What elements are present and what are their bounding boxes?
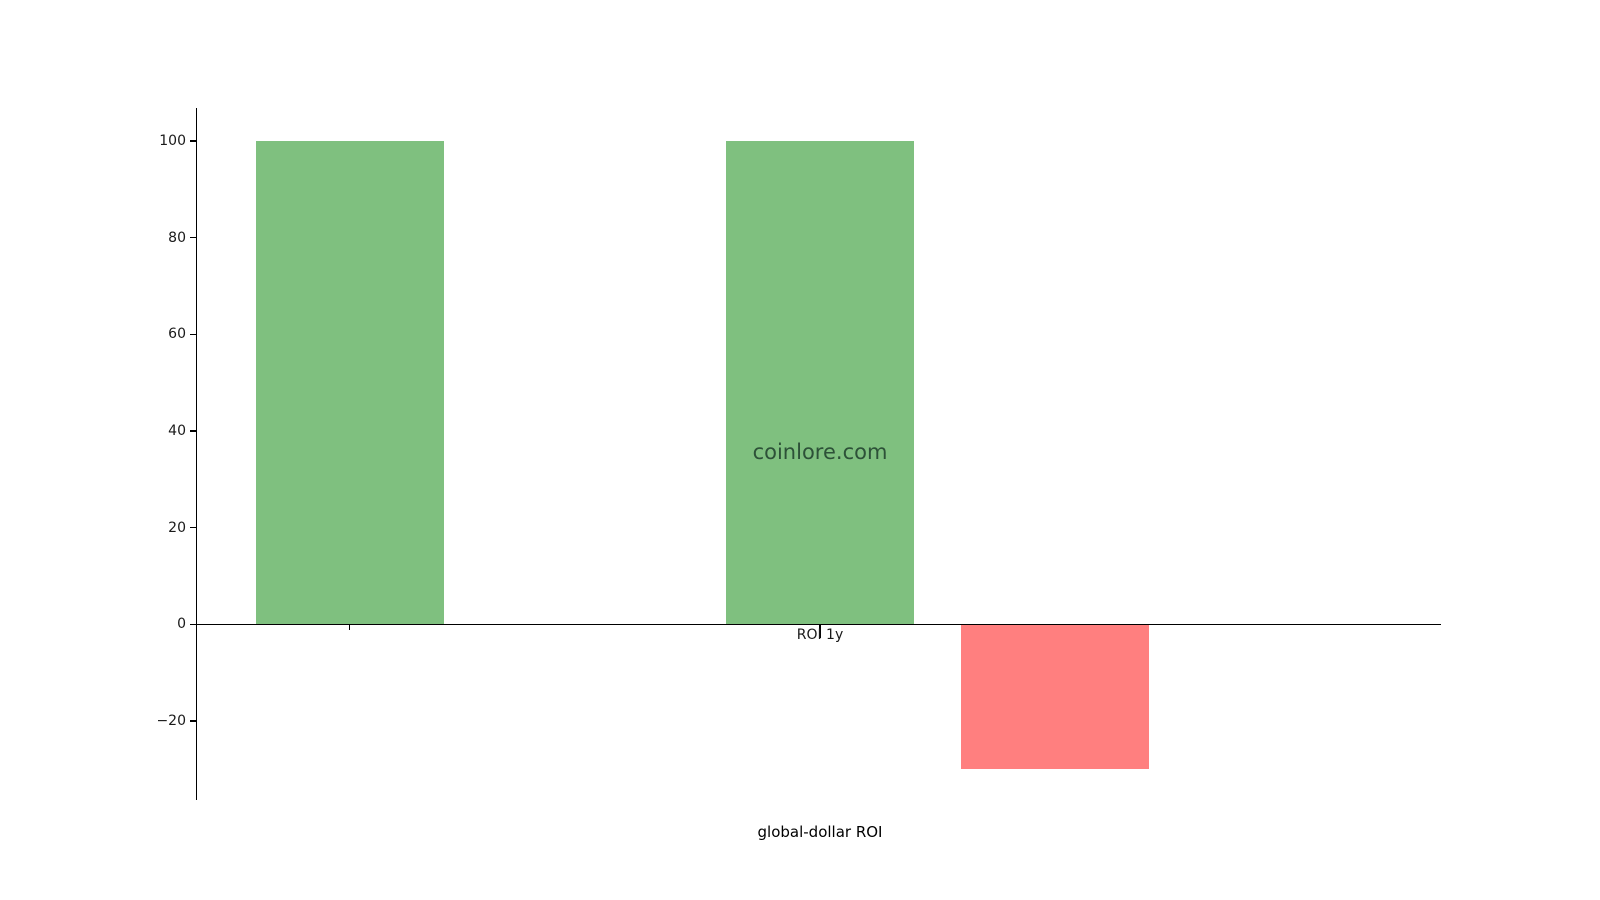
y-tick [190,140,197,142]
watermark-text: coinlore.com [752,440,888,464]
x-tick-label: ROI 1y [796,627,844,644]
x-tick [819,624,821,639]
y-axis-spine [196,108,198,800]
y-tick [190,527,197,529]
y-tick [190,237,197,239]
y-tick-label: 100 [159,133,186,149]
y-tick-label: 80 [168,229,186,246]
y-tick [190,430,197,432]
bar [726,141,914,625]
y-tick-label: 60 [168,326,186,343]
y-tick-label: 0 [177,616,186,633]
y-tick-label: −20 [156,712,186,729]
y-tick [190,623,197,625]
x-axis-title: global-dollar ROI [757,823,883,841]
y-tick [190,720,197,722]
x-tick [348,624,351,631]
y-tick-label: 40 [168,422,186,439]
bar [961,624,1150,770]
y-tick-label: 20 [168,519,186,536]
y-tick [190,333,197,335]
bar [255,141,444,625]
x-axis-line [196,623,1441,625]
